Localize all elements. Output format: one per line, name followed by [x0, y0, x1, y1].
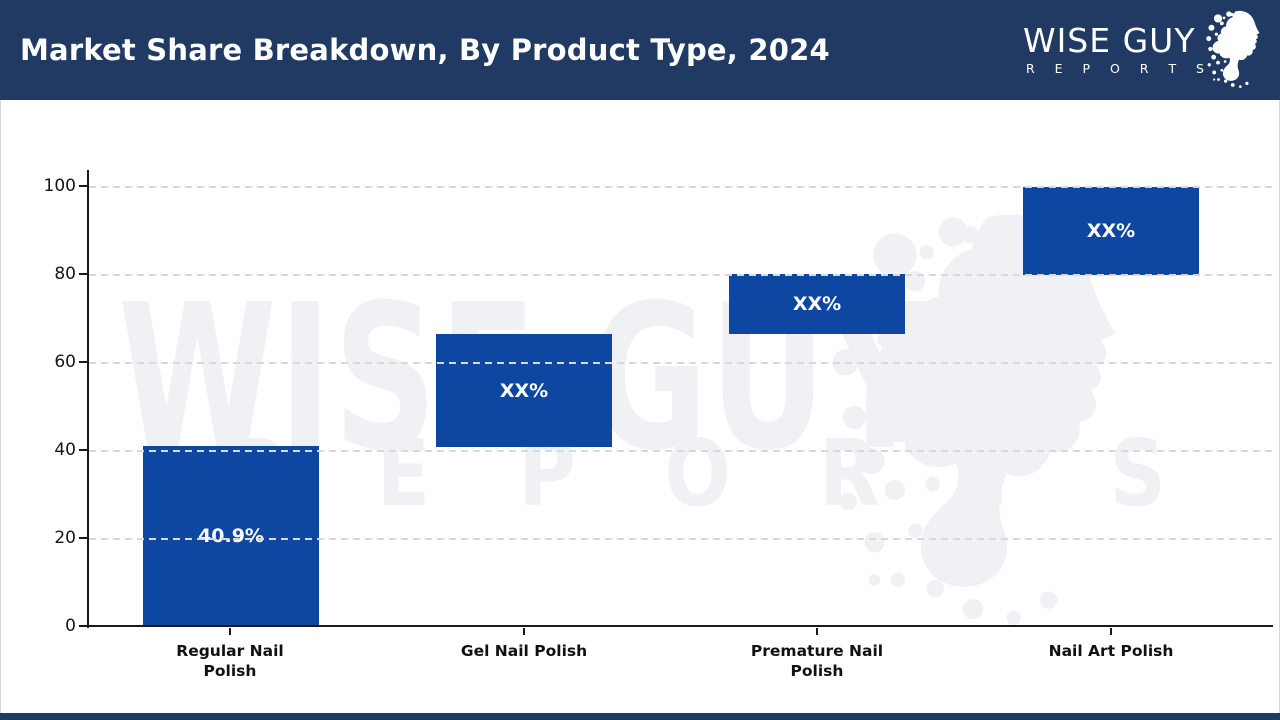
bar-value-label: XX% [1086, 220, 1136, 242]
gridline-40 [89, 450, 1277, 452]
gridline-100 [89, 186, 1277, 188]
y-tick-label-0: 0 [65, 616, 76, 636]
y-tick-label-40: 40 [54, 440, 76, 460]
bar-premature-nail-polish: XX% [729, 274, 905, 334]
bar-nail-art-polish: XX% [1023, 187, 1199, 275]
footer-bar [0, 713, 1280, 720]
y-tick [79, 537, 87, 539]
bar-value-label: 40.9% [198, 525, 264, 547]
x-tick [523, 628, 525, 635]
x-tick [1110, 628, 1112, 635]
x-category-label: Premature Nail Polish [750, 642, 884, 680]
y-tick [79, 273, 87, 275]
y-tick-label-60: 60 [54, 352, 76, 372]
logo-wordmark: WISE GUY [1022, 21, 1196, 60]
x-category-label: Gel Nail Polish [460, 642, 588, 660]
y-tick [79, 625, 87, 627]
x-axis-spine [87, 625, 1273, 627]
y-tick [79, 449, 87, 451]
logo-face-icon [1206, 8, 1266, 90]
y-tick [79, 361, 87, 363]
y-tick-label-20: 20 [54, 528, 76, 548]
y-tick-label-100: 100 [43, 176, 76, 196]
x-category-label: Regular Nail Polish [176, 642, 284, 680]
page-title: Market Share Breakdown, By Product Type,… [20, 33, 830, 67]
gridline-80 [89, 274, 1277, 276]
bar-value-label: XX% [499, 379, 549, 402]
y-tick [79, 185, 87, 187]
x-tick [229, 628, 231, 635]
wise-guy-logo: WISE GUY R E P O R T S [1023, 10, 1266, 90]
gridline-20 [89, 538, 1277, 540]
logo-text: WISE GUY R E P O R T S [1022, 21, 1212, 77]
bar-value-label: XX% [792, 293, 842, 315]
bar-gel-nail-polish: XX% [436, 334, 612, 447]
x-category-label: Nail Art Polish [1048, 642, 1174, 660]
y-tick-label-80: 80 [54, 264, 76, 284]
header-bar: Market Share Breakdown, By Product Type,… [0, 0, 1280, 100]
x-tick [816, 628, 818, 635]
bar-regular-nail-polish: 40.9% [143, 446, 319, 626]
gridline-60 [89, 362, 1277, 364]
logo-subtext: R E P O R T S [1025, 61, 1212, 76]
y-axis-spine [87, 170, 89, 628]
